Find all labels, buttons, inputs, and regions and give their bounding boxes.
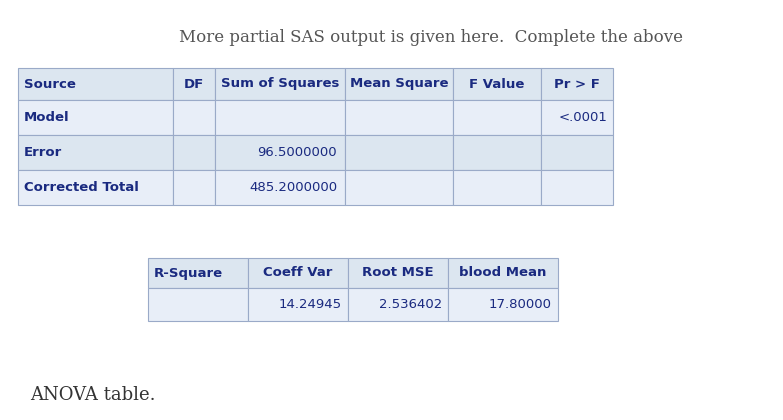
- Bar: [453, 100, 541, 135]
- Bar: [453, 170, 541, 205]
- Text: Pr > F: Pr > F: [554, 78, 600, 90]
- Bar: [541, 170, 613, 205]
- Bar: [173, 100, 215, 135]
- Text: F Value: F Value: [469, 78, 525, 90]
- Bar: [215, 100, 345, 135]
- Bar: [448, 288, 558, 321]
- Bar: [345, 135, 453, 170]
- Bar: [453, 68, 541, 100]
- Bar: [453, 135, 541, 170]
- Text: 96.5000000: 96.5000000: [258, 146, 337, 159]
- Bar: [18, 135, 173, 170]
- Bar: [248, 288, 348, 321]
- Text: Sum of Squares: Sum of Squares: [221, 78, 339, 90]
- Text: Root MSE: Root MSE: [363, 267, 434, 279]
- Bar: [448, 258, 558, 288]
- Bar: [148, 258, 248, 288]
- Bar: [148, 288, 248, 321]
- Bar: [18, 170, 173, 205]
- Bar: [348, 288, 448, 321]
- Bar: [248, 258, 348, 288]
- Bar: [348, 258, 448, 288]
- Bar: [173, 135, 215, 170]
- Text: R-Square: R-Square: [154, 267, 223, 279]
- Text: 14.24945: 14.24945: [279, 298, 342, 311]
- Bar: [215, 135, 345, 170]
- Text: Error: Error: [24, 146, 63, 159]
- Bar: [18, 68, 173, 100]
- Bar: [345, 170, 453, 205]
- Bar: [215, 170, 345, 205]
- Text: Mean Square: Mean Square: [350, 78, 448, 90]
- Text: ANOVA table.: ANOVA table.: [30, 386, 156, 404]
- Text: DF: DF: [184, 78, 204, 90]
- Bar: [541, 135, 613, 170]
- Bar: [215, 68, 345, 100]
- Bar: [18, 100, 173, 135]
- Bar: [541, 100, 613, 135]
- Bar: [173, 170, 215, 205]
- Text: 485.2000000: 485.2000000: [249, 181, 337, 194]
- Bar: [541, 68, 613, 100]
- Text: Coeff Var: Coeff Var: [263, 267, 333, 279]
- Bar: [345, 68, 453, 100]
- Text: <.0001: <.0001: [558, 111, 607, 124]
- Text: More partial SAS output is given here.  Complete the above: More partial SAS output is given here. C…: [179, 29, 683, 47]
- Bar: [173, 68, 215, 100]
- Text: Source: Source: [24, 78, 76, 90]
- Text: 2.536402: 2.536402: [379, 298, 442, 311]
- Text: 17.80000: 17.80000: [489, 298, 552, 311]
- Bar: [345, 100, 453, 135]
- Text: Model: Model: [24, 111, 70, 124]
- Text: blood Mean: blood Mean: [460, 267, 547, 279]
- Text: Corrected Total: Corrected Total: [24, 181, 139, 194]
